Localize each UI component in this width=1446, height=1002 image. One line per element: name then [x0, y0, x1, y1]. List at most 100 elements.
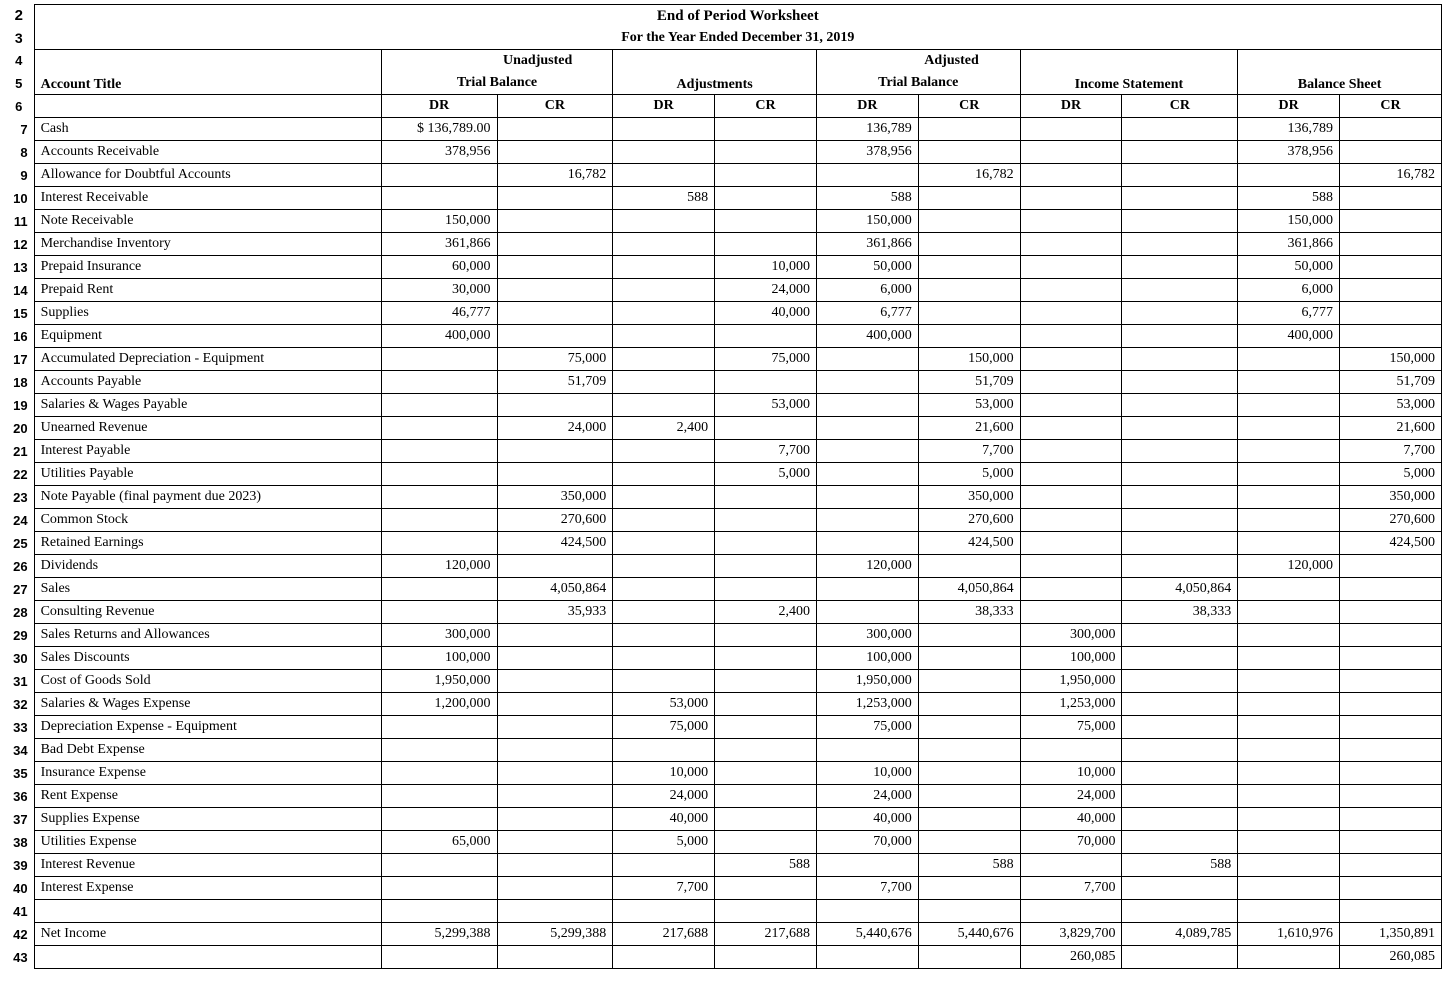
account-title-cell: Bad Debt Expense [34, 739, 381, 762]
is-dr-cell: 7,700 [1020, 877, 1122, 900]
is-dr-cell [1020, 279, 1122, 302]
is-cr-cell: 4,050,864 [1122, 578, 1238, 601]
bs-dr-cell [1238, 394, 1340, 417]
bs-cr-cell: 21,600 [1340, 417, 1442, 440]
bs-dr-cell: 136,789 [1238, 118, 1340, 141]
is-dr-cell: 70,000 [1020, 831, 1122, 854]
atb-dr-cell: 300,000 [816, 624, 918, 647]
utb-cr-cell: 350,000 [497, 486, 613, 509]
adj-cr-cell [715, 486, 817, 509]
bs-cr-cell [1340, 302, 1442, 325]
account-title-cell: Note Receivable [34, 210, 381, 233]
atb-cr-cell [918, 716, 1020, 739]
is-cr-cell [1122, 555, 1238, 578]
is-dr-cell [1020, 371, 1122, 394]
adj-dr-cell [613, 739, 715, 762]
adj-cr-cell [715, 670, 817, 693]
utb-dr-cell [381, 417, 497, 440]
bs-dr-cell [1238, 670, 1340, 693]
utb-dr-cell [381, 739, 497, 762]
row-number: 23 [4, 486, 34, 509]
is-cr-cell [1122, 141, 1238, 164]
is-cr-cell [1122, 394, 1238, 417]
utb-dr-cell: 150,000 [381, 210, 497, 233]
utb-cr-cell [497, 693, 613, 716]
bs-cr-cell [1340, 854, 1442, 877]
row-number: 43 [4, 946, 34, 969]
is-dr-cell [1020, 900, 1122, 923]
bs-cr-cell [1340, 187, 1442, 210]
atb-dr-cell [816, 463, 918, 486]
adj-dr-cell [613, 946, 715, 969]
row-number: 28 [4, 601, 34, 624]
utb-dr-cell: 1,200,000 [381, 693, 497, 716]
utb-dr-cell [381, 785, 497, 808]
atb-dr-cell: 1,950,000 [816, 670, 918, 693]
utb-dr-cell: 1,950,000 [381, 670, 497, 693]
bs-cr-cell: 16,782 [1340, 164, 1442, 187]
bs-dr-cell: 50,000 [1238, 256, 1340, 279]
atb-cr-cell: 424,500 [918, 532, 1020, 555]
atb-cr-cell: 150,000 [918, 348, 1020, 371]
utb-cr-cell [497, 141, 613, 164]
adj-cr-cell [715, 509, 817, 532]
row-number: 26 [4, 555, 34, 578]
account-title-cell: Common Stock [34, 509, 381, 532]
is-cr-cell [1122, 532, 1238, 555]
account-title-cell: Rent Expense [34, 785, 381, 808]
adj-cr-cell [715, 417, 817, 440]
utb-cr-cell: 24,000 [497, 417, 613, 440]
header-cr: CR [918, 95, 1020, 118]
is-cr-cell [1122, 831, 1238, 854]
utb-cr-cell: 4,050,864 [497, 578, 613, 601]
utb-dr-cell [381, 463, 497, 486]
account-title-cell: Interest Payable [34, 440, 381, 463]
utb-dr-cell: 361,866 [381, 233, 497, 256]
utb-dr-cell [381, 348, 497, 371]
bs-cr-cell [1340, 118, 1442, 141]
row-number: 19 [4, 394, 34, 417]
row-number: 37 [4, 808, 34, 831]
is-cr-cell [1122, 762, 1238, 785]
is-cr-cell [1122, 463, 1238, 486]
is-dr-cell [1020, 463, 1122, 486]
is-dr-cell: 300,000 [1020, 624, 1122, 647]
atb-cr-cell [918, 256, 1020, 279]
atb-dr-cell: 7,700 [816, 877, 918, 900]
atb-cr-cell [918, 647, 1020, 670]
utb-dr-cell [381, 946, 497, 969]
bs-dr-cell [1238, 647, 1340, 670]
adj-cr-cell: 588 [715, 854, 817, 877]
is-cr-cell [1122, 164, 1238, 187]
atb-cr-cell: 51,709 [918, 371, 1020, 394]
utb-dr-cell: 30,000 [381, 279, 497, 302]
account-title-cell: Merchandise Inventory [34, 233, 381, 256]
utb-cr-cell [497, 670, 613, 693]
adj-cr-cell [715, 831, 817, 854]
bs-dr-cell [1238, 808, 1340, 831]
adj-cr-cell: 40,000 [715, 302, 817, 325]
bs-cr-cell [1340, 578, 1442, 601]
bs-dr-cell [1238, 440, 1340, 463]
adj-dr-cell [613, 233, 715, 256]
bs-cr-cell [1340, 785, 1442, 808]
bs-cr-cell [1340, 831, 1442, 854]
is-dr-cell [1020, 486, 1122, 509]
adj-cr-cell [715, 371, 817, 394]
is-cr-cell: 588 [1122, 854, 1238, 877]
is-cr-cell [1122, 739, 1238, 762]
atb-cr-cell: 7,700 [918, 440, 1020, 463]
row-number: 5 [4, 72, 34, 95]
bs-cr-cell [1340, 647, 1442, 670]
adj-cr-cell [715, 693, 817, 716]
utb-cr-cell [497, 463, 613, 486]
adj-dr-cell [613, 509, 715, 532]
header-income-statement: Income Statement [1020, 50, 1238, 95]
adj-cr-cell [715, 164, 817, 187]
bs-cr-cell [1340, 210, 1442, 233]
bs-dr-cell: 120,000 [1238, 555, 1340, 578]
is-dr-cell [1020, 739, 1122, 762]
is-cr-cell [1122, 302, 1238, 325]
atb-cr-cell: 5,000 [918, 463, 1020, 486]
header-dr: DR [381, 95, 497, 118]
